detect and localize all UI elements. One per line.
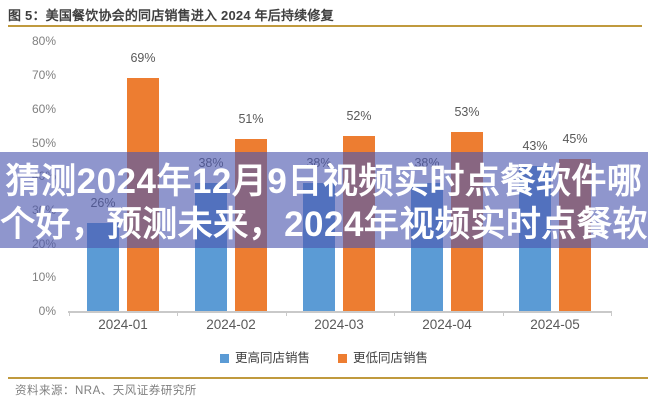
figure-title: 图 5：美国餐饮协会的同店销售进入 2024 年后持续修复 [8, 8, 334, 23]
axis-tick-mark [394, 311, 396, 316]
axis-tick-mark [285, 311, 287, 316]
x-axis-label-2024-02: 2024-02 [206, 317, 256, 332]
footer-rule [8, 377, 648, 379]
bar-value-label-lower-2024-04: 53% [454, 105, 480, 119]
legend-item-higher: 更高同店销售 [219, 347, 310, 366]
bar-value-label-lower-2024-05: 45% [562, 132, 588, 146]
legend-label: 更高同店销售 [234, 351, 310, 365]
bar-value-label-lower-2024-02: 51% [238, 112, 264, 126]
chart-legend: 更高同店销售 更低同店销售 [0, 347, 648, 366]
title-underline-rule [8, 25, 642, 27]
x-axis-line [68, 311, 611, 313]
promo-overlay-banner: 猜测2024年12月9日视频实时点餐软件哪 个好，预测未来，2024年视频实时点… [0, 152, 648, 248]
y-axis-tick-10: 10% [31, 270, 56, 285]
bar-value-label-lower-2024-01: 69% [130, 51, 156, 65]
y-axis-tick-60: 60% [31, 101, 56, 116]
legend-swatch-icon [338, 353, 347, 363]
overlay-text-line2: 个好，预测未来，2024年视频实时点餐软 [0, 205, 648, 244]
legend-swatch-icon [219, 353, 229, 363]
legend-item-lower: 更低同店销售 [338, 347, 428, 366]
x-axis-label-2024-05: 2024-05 [530, 317, 580, 332]
y-axis-tick-50: 50% [31, 135, 56, 150]
data-source-note: 资料来源：NRA、天风证券研究所 [15, 385, 197, 397]
axis-tick-mark [69, 311, 70, 316]
legend-label: 更低同店销售 [353, 351, 429, 365]
x-axis-label-2024-04: 2024-04 [422, 317, 472, 332]
bar-value-label-lower-2024-03: 52% [346, 109, 372, 123]
axis-tick-mark [502, 311, 504, 316]
axis-tick-mark [611, 311, 612, 316]
x-axis-label-2024-03: 2024-03 [314, 317, 364, 332]
y-axis-tick-80: 80% [31, 34, 56, 49]
x-axis-label-2024-01: 2024-01 [98, 317, 148, 332]
bar-value-label-higher-2024-05: 43% [522, 139, 548, 153]
axis-tick-mark [177, 311, 179, 316]
overlay-text-line1: 猜测2024年12月9日视频实时点餐软件哪 [5, 162, 643, 201]
y-axis-tick-70: 70% [31, 68, 56, 83]
y-axis-tick-0: 0% [38, 304, 56, 318]
